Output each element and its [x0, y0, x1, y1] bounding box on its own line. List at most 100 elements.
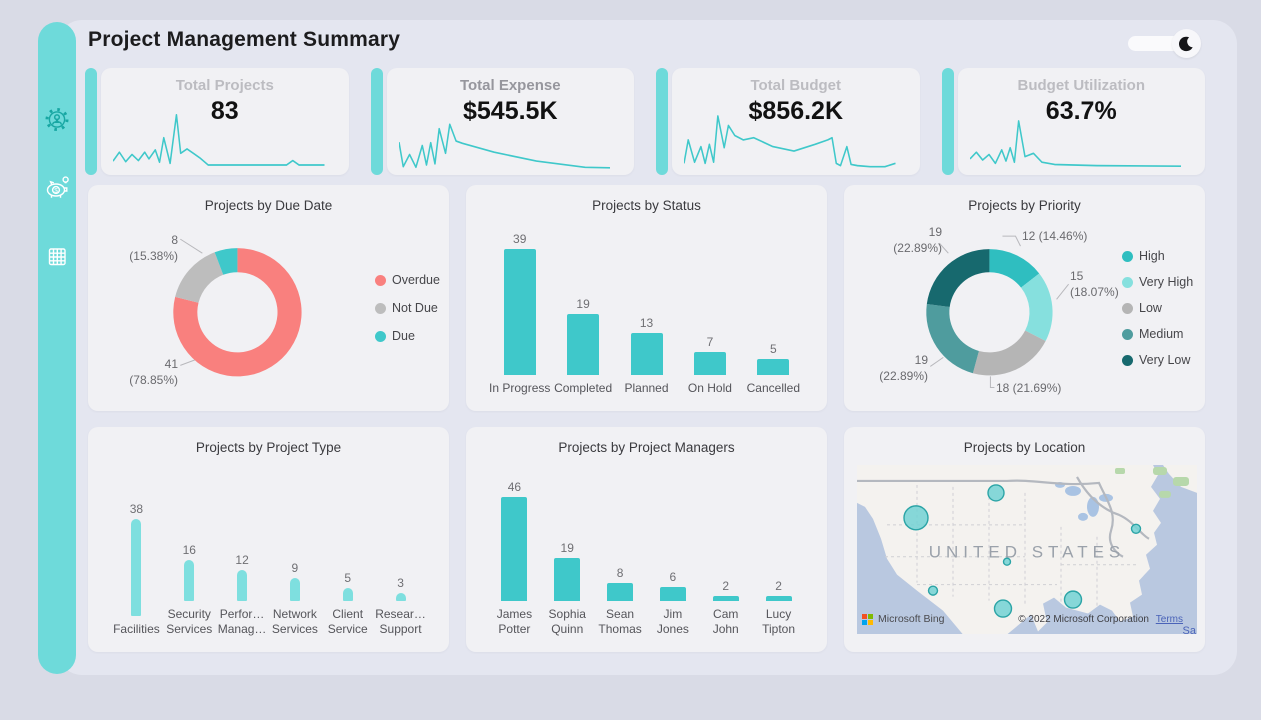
map-terms-link[interactable]: Terms — [1155, 614, 1183, 625]
bar[interactable] — [693, 352, 726, 375]
bar-column[interactable]: 2 Cam John — [699, 479, 752, 638]
bar[interactable] — [503, 248, 536, 375]
bar-category-label: Network Services — [271, 606, 318, 637]
map-state-borders — [885, 484, 1137, 609]
priority-donut[interactable] — [844, 185, 1205, 411]
legend-label: Overdue — [392, 273, 440, 287]
bar-column[interactable]: 5 Client Service — [321, 486, 374, 638]
legend-item-overdue[interactable]: Overdue — [375, 273, 440, 287]
chart-title: Projects by Project Type — [195, 439, 342, 455]
legend-label: Very Low — [1139, 353, 1191, 367]
chart-card-project-managers[interactable]: Projects by Project Managers 46 James Pot… — [466, 426, 827, 652]
bar-value-label: 13 — [639, 315, 654, 330]
bar-column[interactable]: 46 James Potter — [488, 479, 541, 638]
donut-slice-high[interactable] — [989, 249, 1040, 288]
donut-slice-low[interactable] — [972, 330, 1046, 376]
bar-column[interactable]: 6 Jim Jones — [646, 479, 699, 638]
legend-dot — [1122, 354, 1133, 366]
location-bubble[interactable] — [927, 584, 939, 596]
bar[interactable] — [607, 582, 634, 601]
chart-card-status[interactable]: Projects by Status 39 In Progress 19 Comple… — [466, 185, 827, 411]
location-bubble[interactable] — [1130, 523, 1142, 534]
us-map[interactable]: UNITED STATES — [857, 464, 1197, 635]
bar-column[interactable]: 16 Security Services — [163, 486, 216, 638]
bar-column[interactable]: 9 Network Services — [268, 486, 321, 638]
chart-card-priority[interactable]: Projects by Priority 12 (14.46%) 15 (18.… — [844, 185, 1205, 411]
legend-item-not-due[interactable]: Not Due — [375, 301, 440, 315]
bar[interactable] — [567, 313, 600, 375]
bar[interactable] — [131, 519, 142, 617]
bar[interactable] — [289, 577, 300, 601]
bar[interactable] — [712, 596, 739, 601]
kpi-card-total-budget[interactable]: Total Budget $856.2K — [672, 68, 920, 175]
project-settings-icon[interactable] — [42, 105, 72, 135]
donut-slice-not-due[interactable] — [175, 252, 224, 303]
bar-value-label: 5 — [344, 571, 352, 586]
due-date-donut[interactable] — [88, 185, 449, 411]
legend-item-high[interactable]: High — [1122, 249, 1193, 263]
donut-slice-very-high[interactable] — [1021, 273, 1053, 342]
chart-title: Projects by Project Managers — [558, 439, 735, 455]
donut-slice-very-low[interactable] — [926, 249, 990, 307]
bar-column[interactable]: 7 On Hold — [678, 231, 741, 397]
chart-card-project-type[interactable]: Projects by Project Type 38 Facilities 16 S… — [88, 426, 449, 652]
location-map[interactable]: UNITED STATES Microsoft Bing © 2022 Micr… — [857, 464, 1197, 635]
budget-piggy-bank-icon[interactable]: $ — [42, 172, 72, 202]
bar-category-label: Cancelled — [746, 380, 801, 395]
kpi-row: Total Projects 83 Total Expense $545.5K … — [85, 68, 1205, 175]
bar-column[interactable]: 19 Sophia Quinn — [541, 479, 594, 638]
donut-slice-medium[interactable] — [926, 303, 979, 374]
bar-column[interactable]: 38 Facilities — [110, 501, 163, 638]
bar-category-label: Resear… Support — [375, 606, 426, 637]
location-bubble[interactable] — [1063, 589, 1083, 609]
bar[interactable] — [342, 588, 353, 601]
bar-column[interactable]: 3 Resear… Support — [374, 486, 427, 638]
bar-column[interactable]: 5 Cancelled — [742, 231, 805, 397]
bar-category-label: Security Services — [166, 606, 213, 637]
bar[interactable] — [765, 596, 792, 601]
map-forest-patches — [1115, 466, 1189, 498]
legend-item-medium[interactable]: Medium — [1122, 327, 1193, 341]
bar-column[interactable]: 39 In Progress — [488, 231, 551, 397]
chart-title: Projects by Status — [592, 198, 701, 213]
toggle-knob[interactable] — [1172, 29, 1201, 58]
chart-card-due-date[interactable]: Projects by Due Date 8 (15.38%) 41 (78.8… — [88, 185, 449, 411]
bar[interactable] — [659, 587, 686, 601]
bar-column[interactable]: 13 Planned — [615, 231, 678, 397]
data-table-icon[interactable] — [42, 242, 72, 272]
bar-column[interactable]: 2 Lucy Tipton — [752, 479, 805, 638]
dark-mode-toggle[interactable] — [1128, 29, 1201, 58]
chart-card-location[interactable]: Projects by Location — [844, 426, 1205, 652]
bar[interactable] — [395, 593, 406, 601]
bar[interactable] — [630, 332, 663, 375]
donut-slice-due[interactable] — [214, 248, 238, 275]
bar[interactable] — [237, 570, 248, 601]
callout-connector — [989, 376, 995, 388]
bar-column[interactable]: 12 Perfor… Manag… — [216, 486, 269, 638]
bar[interactable] — [184, 559, 195, 601]
bar-column[interactable]: 19 Completed — [551, 231, 614, 397]
kpi-card-budget-utilization[interactable]: Budget Utilization 63.7% — [957, 68, 1205, 175]
donut-callout: 8 (15.38%) — [129, 233, 178, 263]
map-bubbles — [903, 483, 1142, 618]
kpi-card-total-expense[interactable]: Total Expense $545.5K — [386, 68, 634, 175]
kpi-accent-bar — [941, 68, 954, 175]
bing-logo[interactable]: Microsoft Bing — [862, 613, 945, 625]
kpi-card-total-projects[interactable]: Total Projects 83 — [101, 68, 349, 175]
legend-item-very-low[interactable]: Very Low — [1122, 353, 1193, 367]
legend-item-very-high[interactable]: Very High — [1122, 275, 1193, 289]
location-bubble[interactable] — [993, 598, 1013, 618]
location-bubble[interactable] — [903, 504, 929, 531]
bar[interactable] — [554, 557, 581, 601]
donut-slice-overdue[interactable] — [173, 248, 302, 377]
bar[interactable] — [757, 358, 790, 375]
bar-category-label: Cam John — [712, 606, 739, 637]
location-bubble[interactable] — [1002, 557, 1012, 566]
bar-column[interactable]: 8 Sean Thomas — [594, 479, 647, 638]
callout-connector — [930, 356, 944, 367]
legend-item-low[interactable]: Low — [1122, 301, 1193, 315]
kpi-accent-bar — [370, 68, 383, 175]
legend-item-due[interactable]: Due — [375, 329, 440, 343]
bar[interactable] — [501, 496, 528, 601]
location-bubble[interactable] — [987, 483, 1005, 502]
